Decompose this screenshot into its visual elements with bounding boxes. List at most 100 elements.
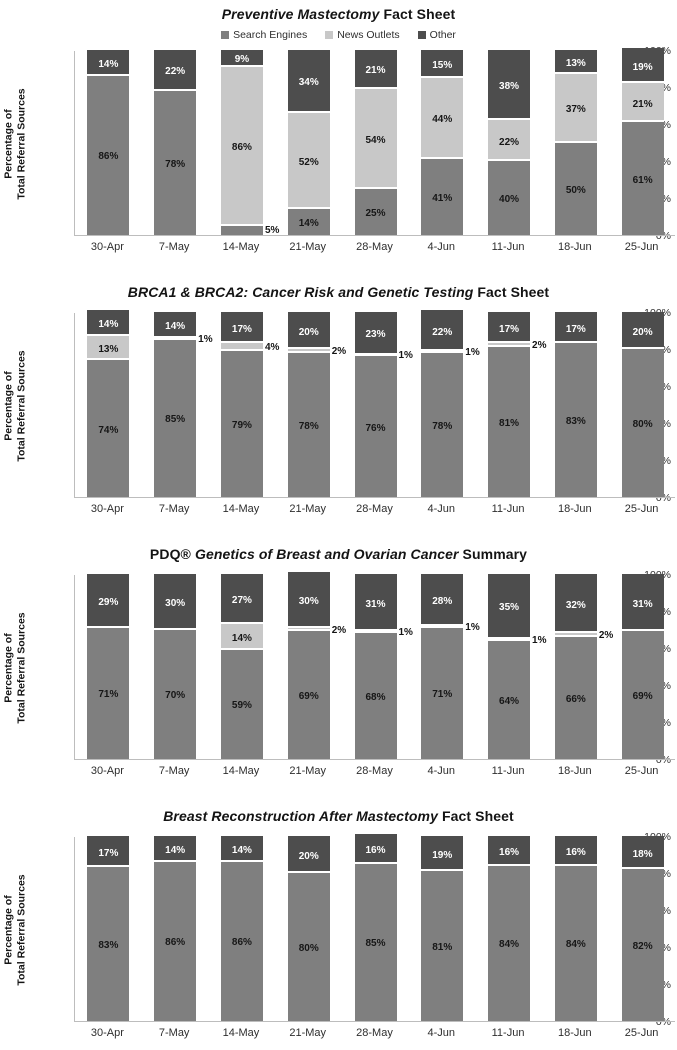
x-tick-label: 14-May — [222, 241, 260, 253]
bar-segment — [87, 336, 130, 361]
bars-container: 86% 14% 78% 22% 86% 9% 5% 14% 52% 34% 25% 54% 21% 41%… — [74, 48, 675, 237]
bar-value-label: 13% — [565, 58, 586, 70]
bar-segment — [354, 633, 397, 759]
bar-value-label-outside: 4% — [264, 342, 280, 354]
bar-18-Jun: 83% 17% — [554, 312, 597, 497]
bar-18-Jun: 66% 32% — [554, 574, 597, 759]
bar-value-label: 76% — [365, 422, 386, 434]
x-tick-label: 7-May — [158, 241, 190, 253]
bar-21-May: 80% 20% — [287, 836, 330, 1021]
x-tick-label: 28-May — [356, 241, 393, 253]
x-tick-label: 4-Jun — [427, 241, 456, 253]
bar-30-Apr: 74% 13% 14% — [87, 310, 130, 497]
chart-pdq-genetics: PDQ® Genetics of Breast and Ovarian Canc… — [0, 522, 677, 784]
x-tick-label: 11-Jun — [491, 503, 525, 515]
x-tick-label: 18-Jun — [558, 1027, 592, 1039]
bar-7-May: 86% 14% — [154, 836, 197, 1021]
chart-title: Preventive Mastectomy Fact Sheet — [0, 6, 677, 22]
bar-28-May: 25% 54% 21% — [354, 50, 397, 235]
bar-segment — [220, 66, 263, 226]
bar-segment — [287, 112, 330, 210]
plot: 0%20%40%60%80%100%74%13%14%85%14%1%79%17… — [30, 307, 677, 504]
x-tick-label: 4-Jun — [427, 503, 456, 515]
bar-segment — [87, 310, 130, 337]
bar-segment — [488, 120, 531, 161]
bar-value-label: 69% — [632, 691, 653, 703]
bar-11-Jun: 84% 16% — [488, 836, 531, 1021]
bar-value-label: 31% — [632, 598, 653, 610]
chart-breast-reconstruction: Breast Reconstruction After Mastectomy F… — [0, 784, 677, 1046]
bar-value-label: 68% — [365, 692, 386, 704]
bar-segment — [354, 188, 397, 235]
bar-segment — [488, 640, 531, 759]
legend-swatch-icon — [221, 31, 230, 39]
bar-value-label-outside: 1% — [398, 350, 413, 362]
bar-11-Jun: 64% 35% — [488, 574, 531, 759]
chart-title-part: Genetics of Breast and Ovarian Cancer — [190, 546, 459, 562]
bar-segment — [220, 623, 263, 650]
bar-value-label: 84% — [499, 939, 520, 951]
bar-14-May: 86% 14% — [220, 836, 263, 1021]
bar-value-label: 17% — [499, 323, 520, 335]
bar-value-label: 82% — [632, 941, 653, 953]
bar-4-Jun: 41% 44% 15% — [421, 50, 464, 235]
bar-segment — [554, 865, 597, 1021]
x-tick-label: 21-May — [289, 503, 327, 515]
y-axis-title-text: Percentage of Total Referral Sources — [2, 611, 27, 724]
x-tick-label: 18-Jun — [558, 765, 592, 777]
x-tick-label: 21-May — [289, 765, 327, 777]
bar-21-May: 14% 52% 34% — [287, 50, 330, 235]
bar-25-Jun: 69% 31% — [621, 574, 664, 759]
bar-value-label: 86% — [98, 151, 119, 163]
bar-4-Jun: 81% 19% — [421, 836, 464, 1021]
chart-title-part: PDQ® — [149, 546, 191, 562]
bar-segment — [220, 649, 263, 759]
bar-value-label: 29% — [98, 596, 119, 608]
bar-segment — [554, 836, 597, 866]
bar-value-label: 78% — [432, 420, 453, 432]
x-tick-label: 11-Jun — [491, 765, 525, 777]
bar-segment — [287, 50, 330, 113]
bar-value-label: 74% — [98, 424, 119, 436]
bar-value-label-outside: 5% — [264, 225, 280, 237]
x-tick-label: 25-Jun — [624, 241, 659, 253]
bar-segment — [154, 336, 197, 340]
legend-swatch-icon — [325, 31, 334, 39]
bar-value-label: 27% — [231, 594, 252, 606]
bar-segment — [287, 352, 330, 497]
bar-value-label: 86% — [231, 937, 252, 949]
bar-value-label: 37% — [565, 104, 586, 116]
bar-value-label: 13% — [98, 344, 119, 356]
bar-18-Jun: 50% 37% 13% — [554, 50, 597, 235]
bar-value-label: 81% — [432, 942, 453, 954]
bar-segment — [154, 836, 197, 862]
bar-segment — [554, 312, 597, 344]
bar-segment — [621, 349, 664, 497]
bar-value-label: 71% — [98, 689, 119, 701]
bar-value-label-outside: 1% — [465, 621, 480, 633]
bar-segment — [87, 627, 130, 759]
bar-segment — [421, 77, 464, 160]
bar-segment — [421, 310, 464, 351]
bar-14-May: 59% 14% 27% — [220, 574, 263, 759]
bar-30-Apr: 83% 17% — [87, 836, 130, 1021]
bar-7-May: 78% 22% — [154, 50, 197, 235]
legend: Search Engines News Outlets Other — [0, 29, 677, 41]
bar-segment — [87, 50, 130, 76]
chart-title-part: Breast Reconstruction After Mastectomy — [163, 808, 438, 824]
bar-value-label: 86% — [231, 142, 252, 154]
bar-segment — [87, 360, 130, 497]
bar-value-label: 14% — [165, 320, 186, 332]
bar-segment — [621, 83, 664, 123]
bar-segment — [354, 834, 397, 864]
bar-value-label: 85% — [365, 938, 386, 950]
bar-7-May: 70% 30% — [154, 574, 197, 759]
bar-segment — [87, 836, 130, 868]
bar-value-label: 22% — [499, 136, 520, 148]
bar-25-Jun: 80% 20% — [621, 312, 664, 497]
bar-segment — [220, 225, 263, 235]
y-axis-title-text: Percentage of Total Referral Sources — [2, 349, 27, 462]
bar-segment — [220, 343, 263, 351]
bar-value-label: 14% — [231, 844, 252, 856]
